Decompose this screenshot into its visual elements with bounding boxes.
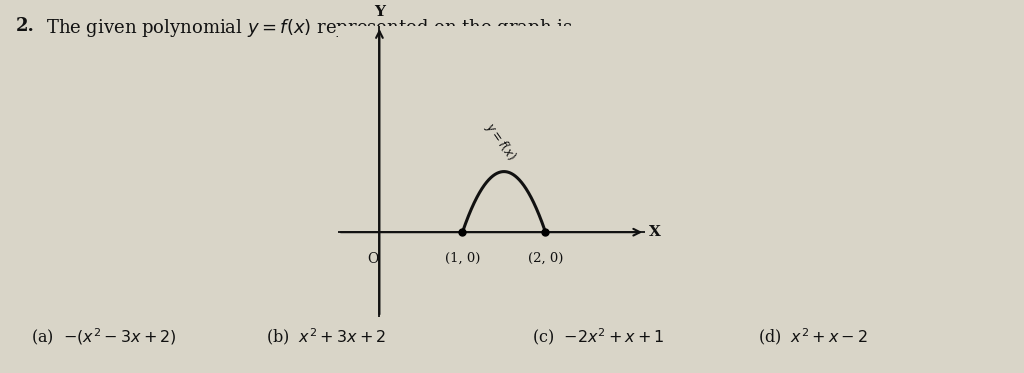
- Text: $y = f(x)$: $y = f(x)$: [480, 119, 519, 164]
- Text: (2, 0): (2, 0): [527, 251, 563, 264]
- Text: (c)  $-2x^2 + x + 1$: (c) $-2x^2 + x + 1$: [532, 326, 665, 347]
- Text: (d)  $x^2 + x - 2$: (d) $x^2 + x - 2$: [758, 326, 867, 347]
- Text: The given polynomial $y = f(x)$ represented on the graph is: The given polynomial $y = f(x)$ represen…: [46, 17, 572, 39]
- Text: (a)  $-(x^2 - 3x + 2)$: (a) $-(x^2 - 3x + 2)$: [31, 326, 176, 347]
- Text: X: X: [649, 225, 662, 239]
- Text: (1, 0): (1, 0): [444, 251, 480, 264]
- Text: O: O: [368, 251, 379, 266]
- Text: Y: Y: [374, 5, 385, 19]
- Text: 2.: 2.: [15, 17, 34, 35]
- Text: (b)  $x^2 + 3x + 2$: (b) $x^2 + 3x + 2$: [266, 326, 386, 347]
